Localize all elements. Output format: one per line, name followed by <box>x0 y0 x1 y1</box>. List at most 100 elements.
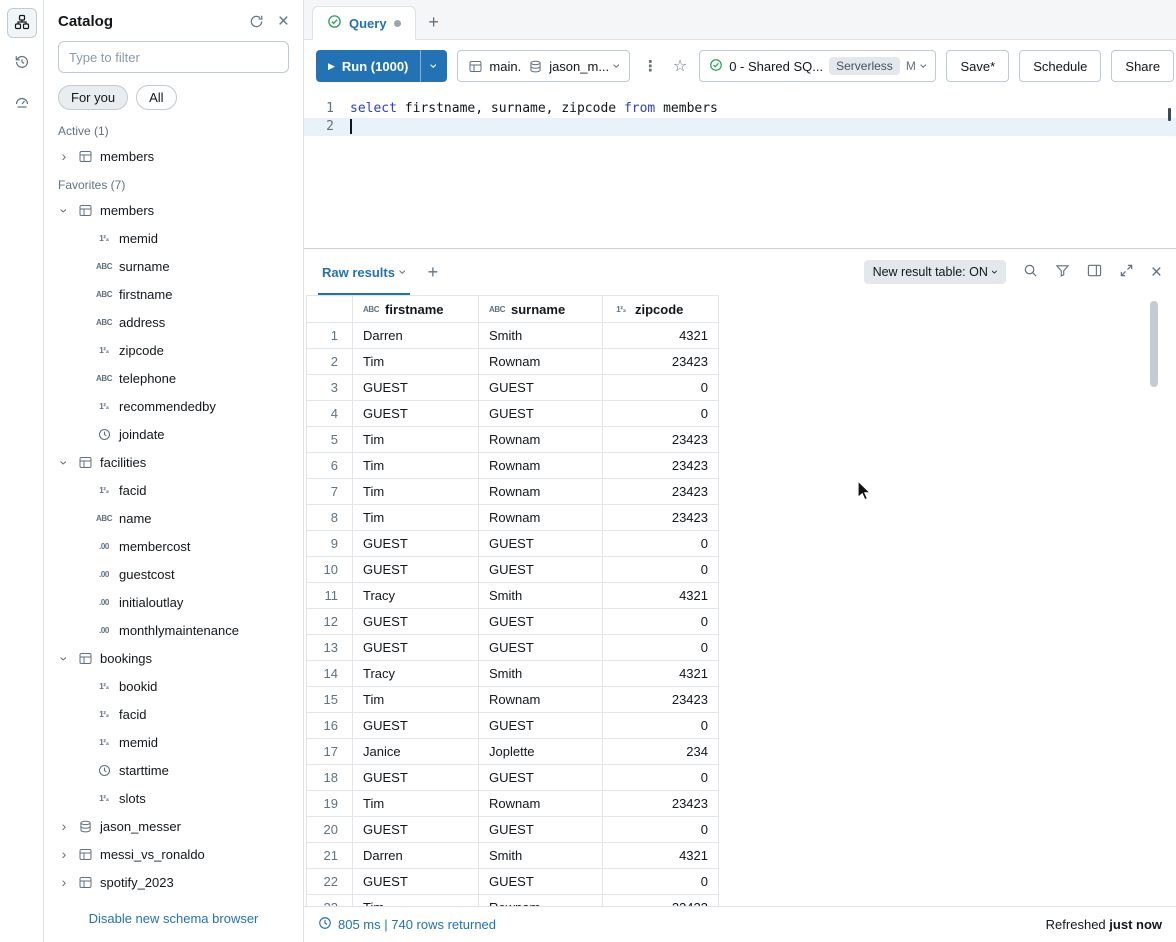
run-button[interactable]: ▶ Run (1000) <box>316 50 420 82</box>
tree-column-recommendedby[interactable]: 1²₃ recommendedby <box>44 392 303 420</box>
cell[interactable]: GUEST <box>352 868 479 895</box>
cell[interactable]: 0 <box>602 374 719 401</box>
cell[interactable]: Darren <box>352 842 479 869</box>
cell[interactable]: Tim <box>352 504 479 531</box>
catalog-filter-input[interactable] <box>58 41 289 73</box>
cell[interactable]: Tim <box>352 790 479 817</box>
cell[interactable]: 4321 <box>602 322 719 349</box>
side-panel-icon[interactable] <box>1087 263 1102 281</box>
cell[interactable]: 0 <box>602 530 719 557</box>
catalog-schema-selector[interactable]: main. jason_m... › <box>457 50 630 82</box>
cell[interactable]: Rownam <box>478 790 603 817</box>
cell[interactable]: 23423 <box>602 452 719 479</box>
chevron-down-icon[interactable]: › <box>56 208 73 214</box>
cell[interactable]: Smith <box>478 660 603 687</box>
tree-item-jason_messer[interactable]: › jason_messer <box>44 812 303 840</box>
cell[interactable]: Smith <box>478 582 603 609</box>
table-row[interactable]: 18 GUEST GUEST 0 <box>306 764 719 791</box>
cell[interactable]: 4321 <box>602 660 719 687</box>
cell[interactable]: GUEST <box>478 816 603 843</box>
table-row[interactable]: 10 GUEST GUEST 0 <box>306 556 719 583</box>
all-pill[interactable]: All <box>136 85 177 110</box>
close-icon[interactable]: × <box>277 11 289 32</box>
cell[interactable]: GUEST <box>478 556 603 583</box>
cell[interactable]: Tim <box>352 452 479 479</box>
column-header-zipcode[interactable]: 1²₃ zipcode <box>602 295 719 323</box>
cell[interactable]: Janice <box>352 738 479 765</box>
cell[interactable]: 23423 <box>602 478 719 505</box>
cell[interactable]: Tim <box>352 348 479 375</box>
cell[interactable]: Joplette <box>478 738 603 765</box>
table-row[interactable]: 23TimRownam23423 <box>306 894 719 906</box>
schema-browser-rail-button[interactable] <box>6 8 37 38</box>
table-row[interactable]: 6 Tim Rownam 23423 <box>306 452 719 479</box>
filter-icon[interactable] <box>1055 263 1070 281</box>
tree-column-surname[interactable]: ABC surname <box>44 252 303 280</box>
table-row[interactable]: 15 Tim Rownam 23423 <box>306 686 719 713</box>
cell[interactable]: GUEST <box>352 530 479 557</box>
tree-item-facilities[interactable]: › facilities <box>44 448 303 476</box>
tree-item-spotify_2023[interactable]: › spotify_2023 <box>44 868 303 896</box>
table-row[interactable]: 17 Janice Joplette 234 <box>306 738 719 765</box>
cell[interactable]: 23423 <box>602 790 719 817</box>
tree-column-guestcost[interactable]: .00 guestcost <box>44 560 303 588</box>
cell[interactable]: 0 <box>602 634 719 661</box>
chevron-down-icon[interactable]: › <box>56 460 73 466</box>
refresh-icon[interactable] <box>249 14 264 29</box>
cell[interactable]: GUEST <box>352 764 479 791</box>
cell[interactable]: Tracy <box>352 582 479 609</box>
schedule-button[interactable]: Schedule <box>1019 50 1102 82</box>
cell[interactable]: GUEST <box>352 400 479 427</box>
disable-schema-browser-link[interactable]: Disable new schema browser <box>88 911 259 926</box>
cell[interactable]: 23423 <box>602 504 719 531</box>
table-row[interactable]: 8 Tim Rownam 23423 <box>306 504 719 531</box>
cell[interactable]: 0 <box>602 868 719 895</box>
favorite-star-icon[interactable]: ☆ <box>672 58 688 75</box>
run-options-button[interactable]: › <box>421 50 447 82</box>
expand-icon[interactable] <box>1119 263 1134 281</box>
tree-item-messi_vs_ronaldo[interactable]: › messi_vs_ronaldo <box>44 840 303 868</box>
cell[interactable]: GUEST <box>352 816 479 843</box>
cell[interactable]: 0 <box>602 764 719 791</box>
history-rail-button[interactable] <box>7 48 37 78</box>
cell[interactable]: 234 <box>602 738 719 765</box>
cell[interactable]: 23423 <box>602 348 719 375</box>
tree-column-joindate[interactable]: joindate <box>44 420 303 448</box>
table-row[interactable]: 12 GUEST GUEST 0 <box>306 608 719 635</box>
cell[interactable]: GUEST <box>478 634 603 661</box>
chevron-down-icon[interactable]: › <box>56 656 73 662</box>
table-row[interactable]: 2 Tim Rownam 23423 <box>306 348 719 375</box>
cell[interactable]: Darren <box>352 322 479 349</box>
cell[interactable]: Rownam <box>478 426 603 453</box>
cell[interactable]: GUEST <box>352 374 479 401</box>
tree-item-members[interactable]: › members <box>44 196 303 224</box>
sql-editor[interactable]: 1 select firstname, surname, zipcode from… <box>304 92 1176 248</box>
warehouse-selector[interactable]: 0 - Shared SQ... Serverless M › <box>699 50 937 82</box>
tab-query[interactable]: Query <box>312 6 416 40</box>
cell[interactable]: 23423 <box>602 894 719 906</box>
save-button[interactable]: Save* <box>946 50 1010 82</box>
table-row[interactable]: 3 GUEST GUEST 0 <box>306 374 719 401</box>
cell[interactable]: GUEST <box>478 712 603 739</box>
column-header-surname[interactable]: ABC surname <box>478 295 603 323</box>
cell[interactable]: 0 <box>602 556 719 583</box>
tree-column-monthlymaintenance[interactable]: .00 monthlymaintenance <box>44 616 303 644</box>
tree-column-membercost[interactable]: .00 membercost <box>44 532 303 560</box>
for-you-pill[interactable]: For you <box>58 85 129 110</box>
new-result-table-toggle[interactable]: New result table: ON › <box>863 260 1006 284</box>
cell[interactable]: Rownam <box>478 452 603 479</box>
cell[interactable]: Tim <box>352 426 479 453</box>
search-icon[interactable] <box>1023 263 1038 281</box>
tree-item-bookings[interactable]: › bookings <box>44 644 303 672</box>
cell[interactable]: 4321 <box>602 582 719 609</box>
tree-column-telephone[interactable]: ABC telephone <box>44 364 303 392</box>
chevron-right-icon[interactable]: › <box>61 818 67 834</box>
cell[interactable]: GUEST <box>352 608 479 635</box>
raw-results-tab[interactable]: Raw results › <box>318 249 411 295</box>
table-row[interactable]: 14 Tracy Smith 4321 <box>306 660 719 687</box>
chevron-right-icon[interactable]: › <box>61 846 67 862</box>
cell[interactable]: Rownam <box>478 686 603 713</box>
cell[interactable]: 0 <box>602 816 719 843</box>
table-row[interactable]: 4 GUEST GUEST 0 <box>306 400 719 427</box>
cell[interactable]: GUEST <box>478 400 603 427</box>
